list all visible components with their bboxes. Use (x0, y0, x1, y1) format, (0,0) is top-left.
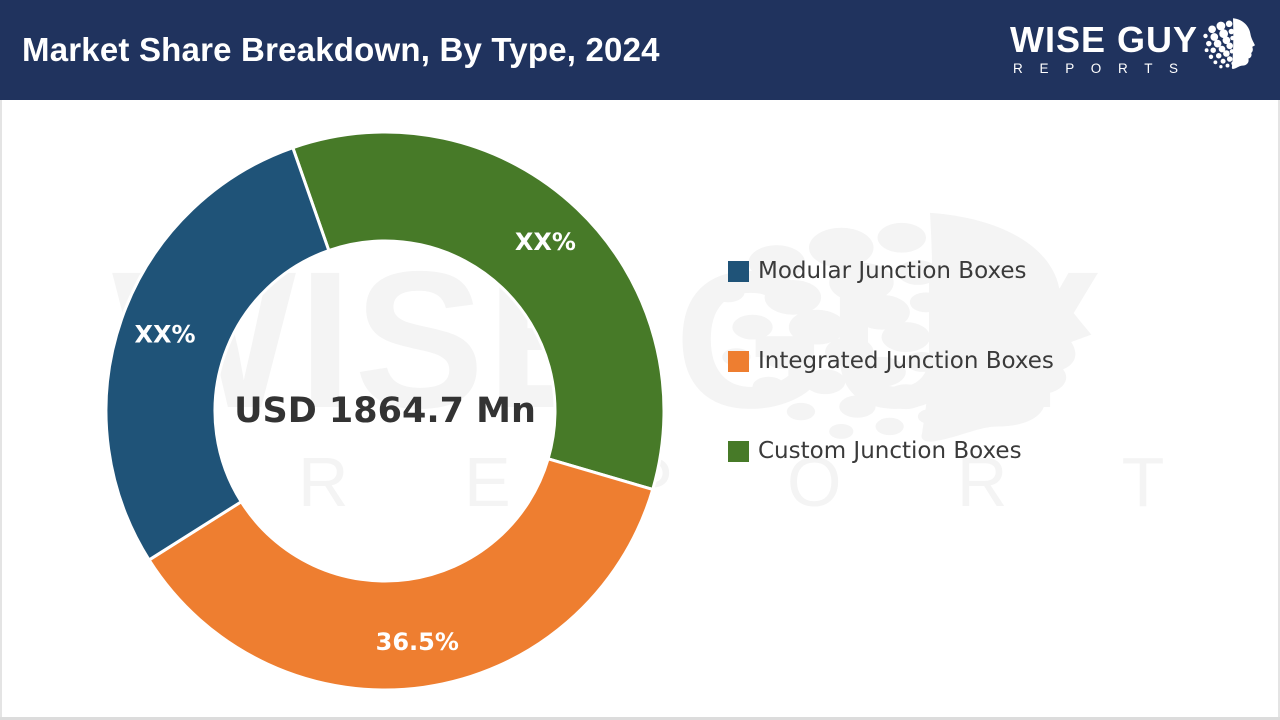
legend-swatch (728, 440, 749, 462)
legend-swatch (728, 260, 749, 282)
logo-text: WISE GUY R E P O R T S (1010, 20, 1198, 76)
wise-guy-logo: WISE GUY R E P O R T S (1010, 12, 1266, 84)
donut-segment (147, 457, 655, 692)
legend-item: Modular Junction Boxes (728, 257, 1026, 285)
logo-wordmark: WISE GUY (1009, 19, 1198, 61)
donut-segment (291, 130, 666, 491)
donut-chart: XX% 36.5% XX% (104, 130, 666, 692)
header-bar: Market Share Breakdown, By Type, 2024 WI… (0, 0, 1280, 100)
segment-percentage-label: 36.5% (376, 628, 459, 656)
segment-percentage-label: XX% (134, 320, 195, 348)
legend-swatch (728, 350, 749, 372)
legend-label: Integrated Junction Boxes (758, 348, 1054, 374)
legend-label: Modular Junction Boxes (758, 258, 1027, 284)
donut-segment (104, 146, 331, 562)
segment-percentage-label: XX% (515, 228, 576, 256)
page-border (0, 100, 2, 720)
legend-item: Custom Junction Boxes (728, 437, 1022, 465)
legend-item: Integrated Junction Boxes (728, 347, 1054, 375)
chart-center-value: USD 1864.7 Mn (234, 391, 536, 431)
logo-subtitle: R E P O R T S (1012, 60, 1185, 76)
watermark-subtitle: R E P O R T S (298, 443, 1280, 521)
legend-label: Custom Junction Boxes (758, 438, 1022, 464)
page-title: Market Share Breakdown, By Type, 2024 (22, 31, 660, 68)
page-border (0, 717, 1280, 720)
logo-face-icon (1200, 12, 1266, 84)
page-border (1278, 100, 1280, 720)
